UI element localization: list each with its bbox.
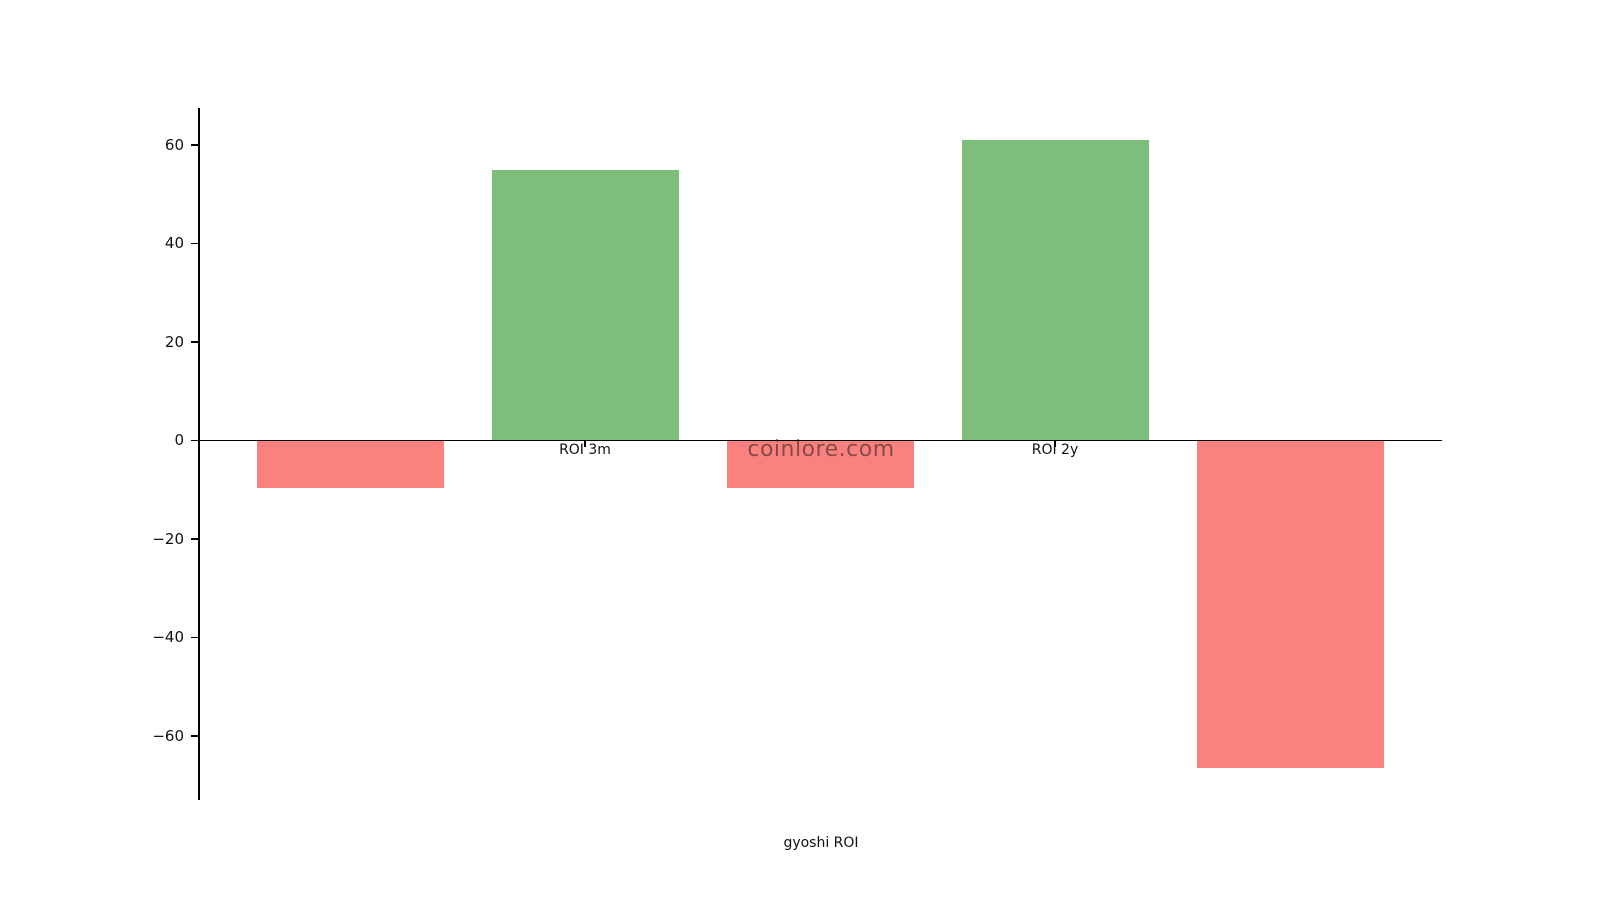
y-tick-label-−20: −20 — [152, 529, 184, 548]
x-tick-label-3: ROI 2y — [1031, 442, 1079, 459]
y-tick-mark-0 — [191, 439, 198, 442]
y-tick-label-20: 20 — [164, 332, 184, 351]
y-tick-label-60: 60 — [164, 135, 184, 154]
y-tick-mark-−60 — [191, 735, 198, 737]
y-tick-mark-40 — [191, 242, 198, 245]
y-tick-label-−40: −40 — [152, 628, 184, 647]
y-tick-label-−60: −60 — [152, 726, 184, 745]
y-tick-mark-−40 — [191, 636, 198, 639]
y-tick-label-40: 40 — [164, 234, 184, 253]
x-tick-label-1: ROI 3m — [559, 442, 611, 459]
watermark: coinlore.com — [747, 437, 895, 462]
bar-1 — [491, 170, 679, 441]
y-tick-mark-20 — [191, 341, 198, 343]
y-axis-line — [198, 108, 200, 800]
x-tick-mark-3 — [1054, 440, 1056, 448]
x-tick-mark-1 — [584, 440, 586, 448]
y-tick-mark-60 — [191, 144, 198, 146]
bar-2 — [726, 440, 914, 488]
bar-3 — [961, 139, 1149, 441]
bar-4 — [1196, 440, 1384, 769]
x-axis-title: gyoshi ROI — [783, 835, 859, 851]
x-axis-zero-line — [198, 439, 1442, 442]
y-tick-label-0: 0 — [174, 431, 184, 450]
y-tick-mark-−20 — [191, 538, 198, 540]
bar-0 — [256, 440, 444, 488]
